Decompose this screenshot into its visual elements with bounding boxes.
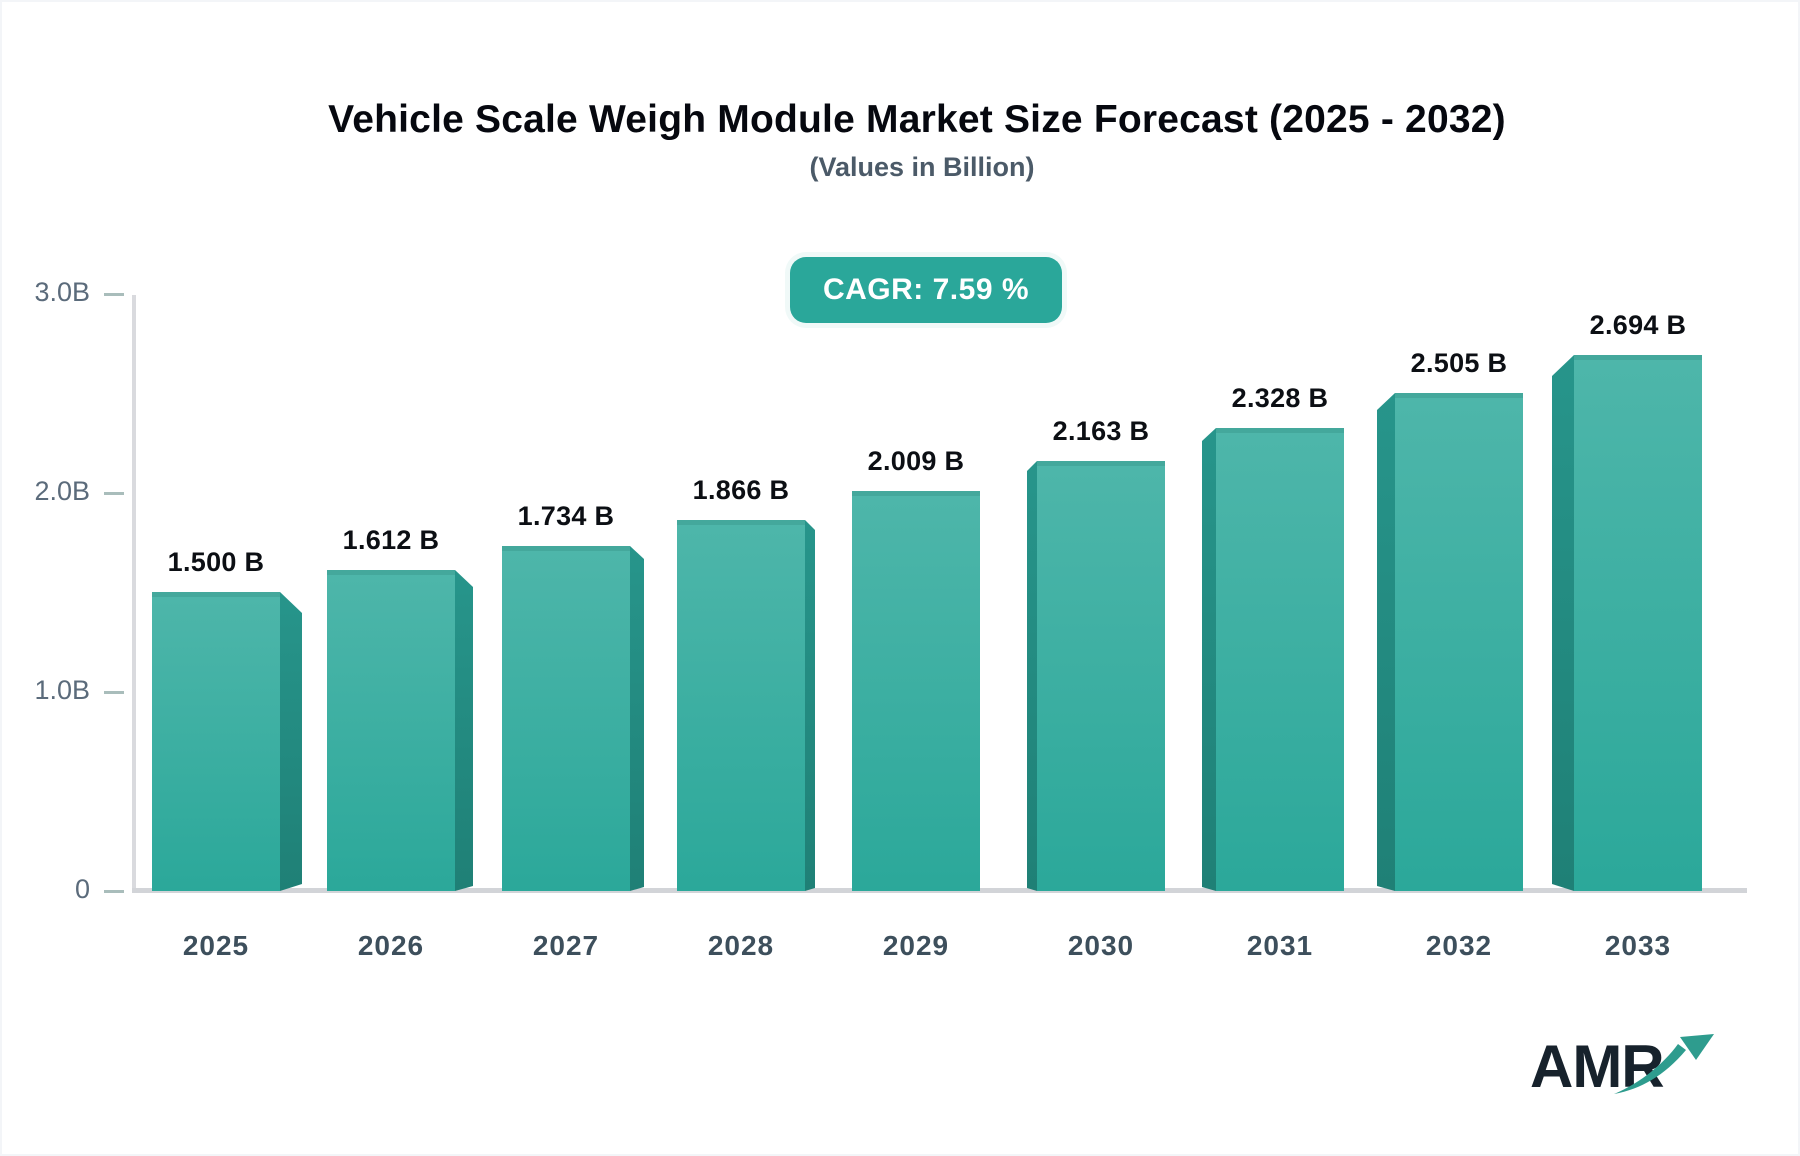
bar-top-face	[852, 491, 980, 496]
bar-side-face	[805, 520, 815, 891]
y-axis-tick-label: 1.0B	[34, 675, 90, 705]
bar	[1216, 428, 1344, 891]
y-axis-tick	[104, 492, 124, 495]
y-axis-tick-label: 3.0B	[34, 277, 90, 307]
bar-side-face	[1377, 393, 1395, 891]
bar-value-label: 1.500 B	[167, 547, 265, 577]
bar-side-face	[630, 546, 644, 891]
bar-value-label: 1.866 B	[692, 475, 790, 505]
logo: AMR	[1530, 1032, 1730, 1122]
bar-value-label: 1.734 B	[517, 501, 615, 531]
bar-value-label: 2.009 B	[867, 446, 965, 476]
bar-top-face	[1574, 355, 1702, 360]
x-axis-label: 2026	[357, 930, 425, 961]
logo-arrow-icon	[1614, 1034, 1714, 1094]
bar-side-face	[1202, 428, 1216, 891]
bar-top-face	[677, 520, 805, 525]
x-axis-label: 2033	[1604, 930, 1672, 961]
bar	[502, 546, 630, 891]
bar-value-label: 2.505 B	[1410, 348, 1508, 378]
y-axis-tick-label: 2.0B	[34, 476, 90, 506]
y-axis-tick	[104, 293, 124, 296]
x-axis-label: 2027	[532, 930, 600, 961]
bar-top-face	[1395, 393, 1523, 398]
y-axis-tick	[104, 890, 124, 893]
bar	[1574, 355, 1702, 891]
y-axis-tick-label: 0	[74, 874, 90, 904]
bar-top-face	[502, 546, 630, 551]
bar-top-face	[327, 570, 455, 575]
bar-value-label: 2.163 B	[1052, 416, 1150, 446]
bar-side-face	[1027, 461, 1037, 891]
chart-subtitle: (Values in Billion)	[809, 152, 1035, 182]
bar	[152, 592, 280, 891]
logo-text: AMR	[1530, 1033, 1665, 1100]
y-axis-tick	[104, 691, 124, 694]
x-axis-label: 2032	[1425, 930, 1493, 961]
cagr-badge: CAGR: 7.59 %	[790, 257, 1062, 323]
bar-value-label: 1.612 B	[342, 525, 440, 555]
bar	[1395, 393, 1523, 891]
x-axis-label: 2028	[707, 930, 775, 961]
bar-top-face	[1037, 461, 1165, 466]
x-axis-label: 2030	[1067, 930, 1135, 961]
x-axis-label: 2029	[882, 930, 950, 961]
bar	[677, 520, 805, 891]
bar	[852, 491, 980, 891]
bar-side-face	[455, 570, 473, 891]
cagr-badge-label: CAGR: 7.59 %	[822, 273, 1030, 306]
bar-side-face	[1552, 355, 1574, 891]
x-axis-label: 2031	[1246, 930, 1314, 961]
chart-title: Vehicle Scale Weigh Module Market Size F…	[328, 98, 1506, 141]
x-axis-label: 2025	[182, 930, 250, 961]
bar-value-label: 2.328 B	[1231, 383, 1329, 413]
bar-value-label: 2.694 B	[1589, 310, 1687, 340]
y-axis-line	[132, 295, 136, 893]
bar-top-face	[1216, 428, 1344, 433]
bar	[1037, 461, 1165, 891]
bar-top-face	[152, 592, 280, 597]
bar-side-face	[280, 592, 302, 891]
bar	[327, 570, 455, 891]
